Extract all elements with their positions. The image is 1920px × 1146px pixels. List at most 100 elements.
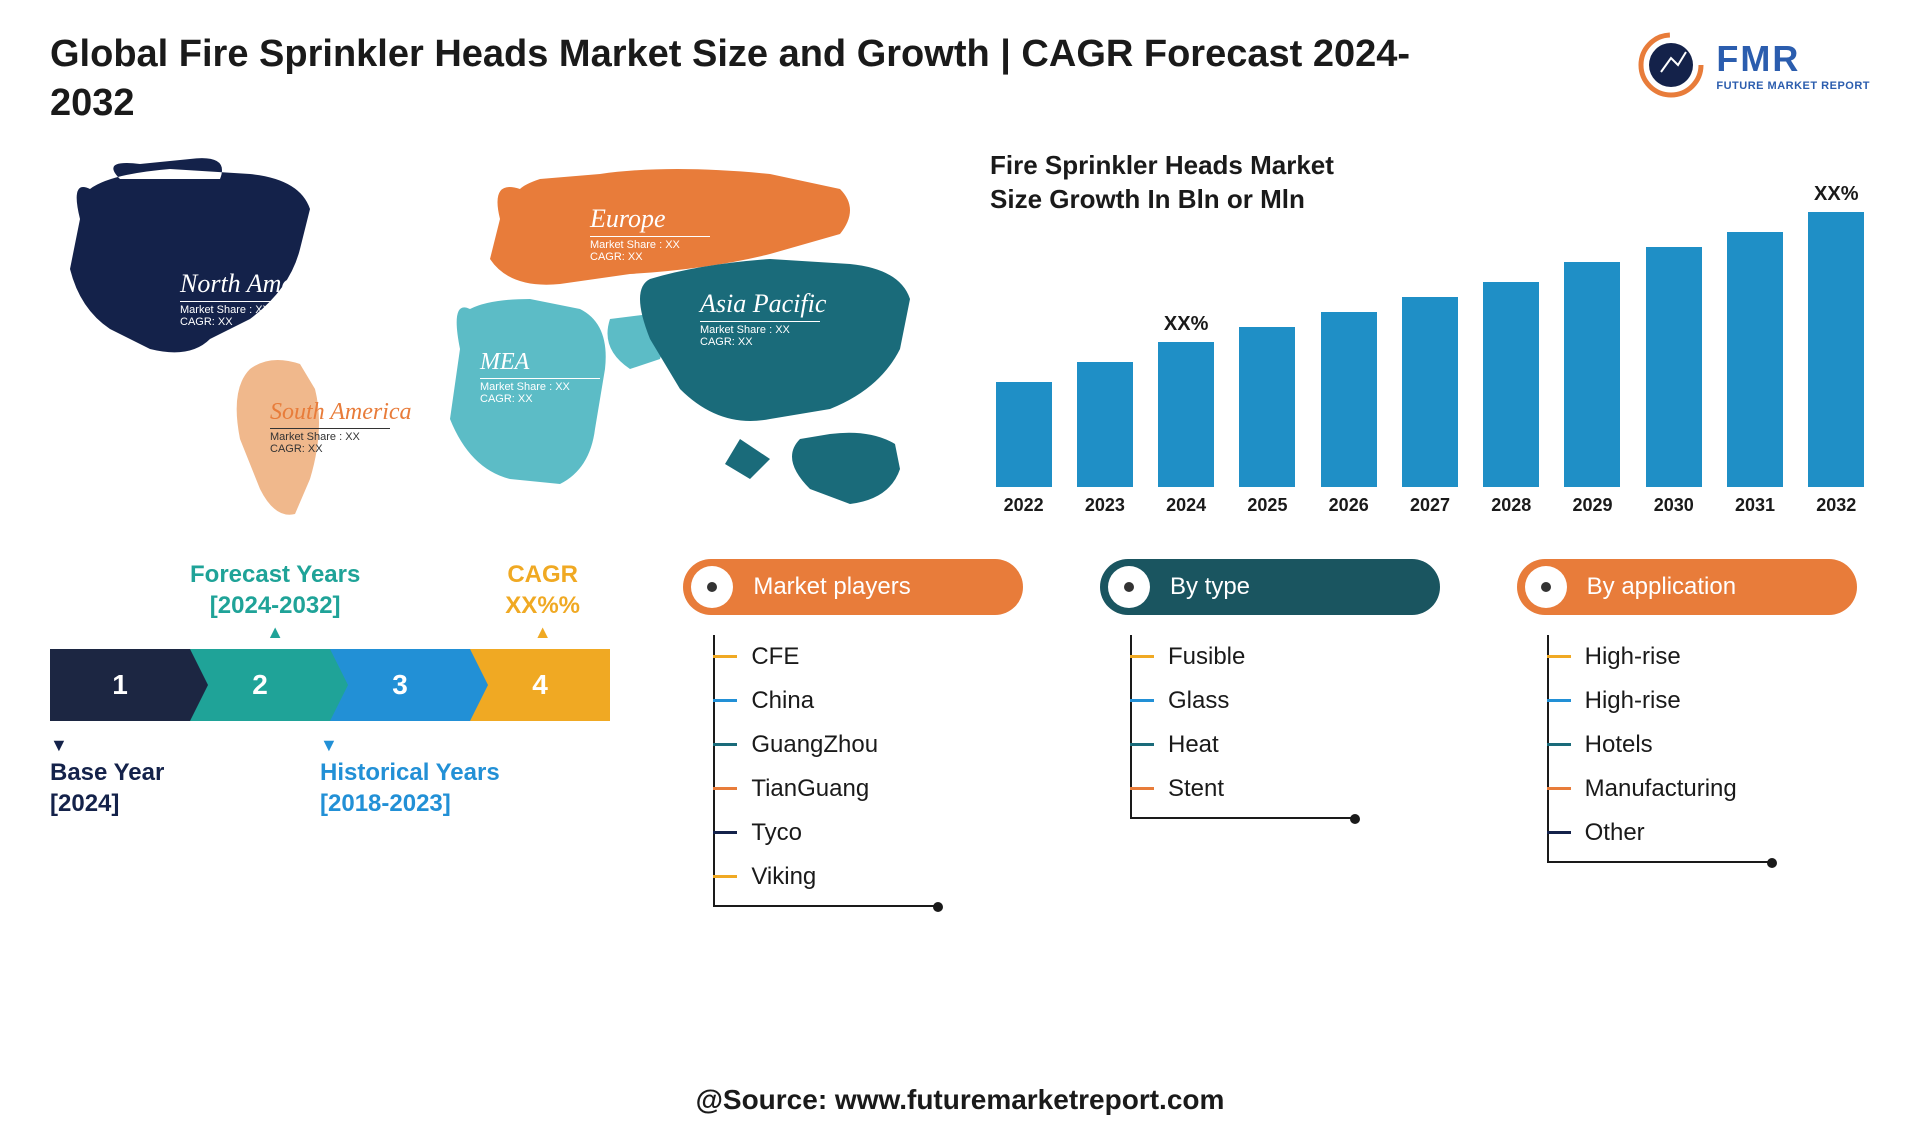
timeline: 1234 [50,649,610,721]
category-item-label: Other [1585,819,1645,847]
bar-column: 2026 [1315,283,1382,516]
category-item: High-rise [1549,679,1857,723]
category-title: By type [1170,573,1250,601]
bar [1727,232,1783,487]
bar [1077,362,1133,487]
page-title: Global Fire Sprinkler Heads Market Size … [50,30,1450,129]
bar-year-label: 2032 [1816,495,1856,516]
bar-year-label: 2029 [1572,495,1612,516]
category-list: Fusible Glass Heat Stent [1130,635,1440,819]
category-title: By application [1587,573,1736,601]
category-item-label: High-rise [1585,643,1681,671]
category-item: Manufacturing [1549,767,1857,811]
bar-column: XX% 2032 [1803,183,1870,516]
category-item: CFE [715,635,1023,679]
category-item: Stent [1132,767,1440,811]
category-header: By application [1517,559,1857,615]
label-europe: Europe Market Share : XXCAGR: XX [590,204,710,263]
tick-icon [1130,743,1154,746]
category-item-label: Viking [751,863,816,891]
category-item-label: TianGuang [751,775,869,803]
bar [1808,212,1864,487]
category-list: High-rise High-rise Hotels Manufacturing Oth… [1547,635,1857,863]
header-dot-icon [1108,566,1150,608]
bar [1158,342,1214,487]
bar-year-label: 2026 [1329,495,1369,516]
bottom-row: Forecast Years [2024-2032] ▲ CAGR XX%% ▲… [50,559,1870,907]
world-map: North America Market Share : XXCAGR: XX … [50,149,950,529]
category-item: Tyco [715,811,1023,855]
category-item-label: Hotels [1585,731,1653,759]
header-dot-icon [691,566,733,608]
bar-column: 2022 [990,353,1057,516]
timeline-segment: 2 [190,649,330,721]
tick-icon [1547,699,1571,702]
bar-pct-label: XX% [1814,183,1858,207]
category-item: TianGuang [715,767,1023,811]
category-section: Market players CFE China GuangZhou TianGuang… [670,559,1870,907]
annot-base: ▼ Base Year [2024] [50,734,164,820]
bar-column: 2028 [1478,253,1545,516]
bar [1239,327,1295,487]
category-item-label: High-rise [1585,687,1681,715]
bar-year-label: 2030 [1654,495,1694,516]
annot-forecast: Forecast Years [2024-2032] ▲ [190,559,360,645]
category-item-label: Manufacturing [1585,775,1737,803]
category-item: GuangZhou [715,723,1023,767]
annot-cagr: CAGR XX%% ▲ [505,559,580,645]
category-column: By type Fusible Glass Heat Stent [1100,559,1440,907]
label-asia-pacific: Asia Pacific Market Share : XXCAGR: XX [700,289,826,348]
bar-year-label: 2023 [1085,495,1125,516]
tick-icon [1547,831,1571,834]
bar-column: 2023 [1071,333,1138,516]
header-dot-icon [1525,566,1567,608]
category-item-label: Stent [1168,775,1224,803]
source-text: @Source: www.futuremarketreport.com [696,1084,1225,1116]
category-item-label: Glass [1168,687,1229,715]
category-item: Hotels [1549,723,1857,767]
annot-historical: ▼ Historical Years [2018-2023] [320,734,500,820]
logo-text-main: FMR [1716,38,1870,80]
bar-year-label: 2027 [1410,495,1450,516]
tick-icon [1130,655,1154,658]
logo-icon [1636,30,1706,100]
timeline-segment: 4 [470,649,610,721]
category-item-label: Fusible [1168,643,1245,671]
bar [1646,247,1702,487]
category-item-label: GuangZhou [751,731,878,759]
category-list: CFE China GuangZhou TianGuang Tyco Viking [713,635,1023,907]
header: Global Fire Sprinkler Heads Market Size … [50,30,1870,129]
bar-column: XX%2024 [1153,313,1220,516]
bar-year-label: 2031 [1735,495,1775,516]
category-item: Other [1549,811,1857,855]
category-item: Viking [715,855,1023,899]
category-item-label: CFE [751,643,799,671]
bar-pct-label: XX% [1164,313,1208,337]
category-item-label: Tyco [751,819,802,847]
bar-column: 2029 [1559,233,1626,516]
top-row: North America Market Share : XXCAGR: XX … [50,149,1870,529]
category-item: Fusible [1132,635,1440,679]
bar-chart: 20222023XX%20242025202620272028202920302… [990,236,1870,516]
chart-title: Fire Sprinkler Heads Market Size Growth … [990,149,1340,217]
timeline-segment: 3 [330,649,470,721]
label-mea: MEA Market Share : XXCAGR: XX [480,349,600,405]
category-title: Market players [753,573,910,601]
logo: FMR FUTURE MARKET REPORT [1636,30,1870,100]
timeline-segment: 1 [50,649,190,721]
category-header: Market players [683,559,1023,615]
bar [996,382,1052,487]
tick-icon [713,787,737,790]
category-item-label: China [751,687,814,715]
bar [1402,297,1458,487]
category-item: China [715,679,1023,723]
tick-icon [1130,699,1154,702]
category-column: Market players CFE China GuangZhou TianGuang… [683,559,1023,907]
tick-icon [713,875,737,878]
category-item: Heat [1132,723,1440,767]
bar [1483,282,1539,487]
bar [1564,262,1620,487]
category-column: By application High-rise High-rise Hotels Ma… [1517,559,1857,907]
bar-chart-section: Fire Sprinkler Heads Market Size Growth … [990,149,1870,529]
tick-icon [1547,655,1571,658]
